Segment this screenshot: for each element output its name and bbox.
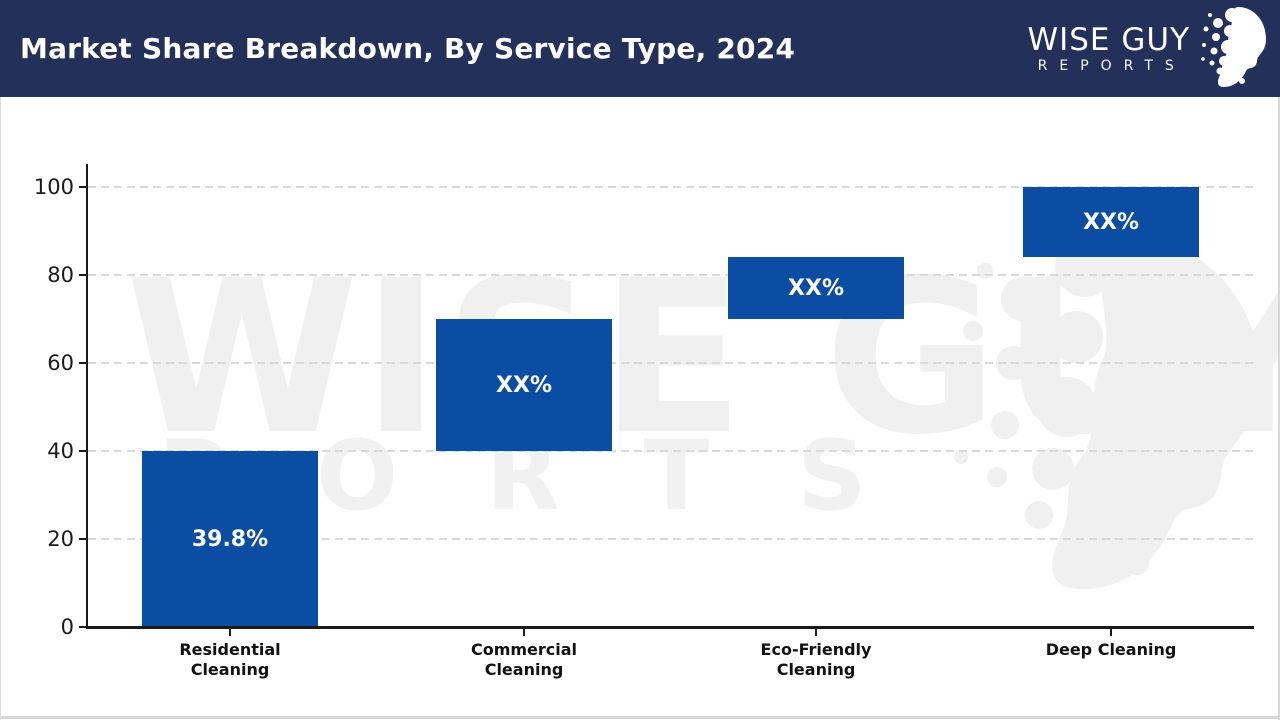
bar-value-label: XX% <box>788 275 844 301</box>
x-tick-mark <box>815 629 817 636</box>
gridline <box>88 274 1253 276</box>
page-bottom-border <box>0 716 1280 719</box>
gridline <box>88 538 1253 540</box>
page-right-border <box>1278 97 1280 720</box>
y-tick-label: 40 <box>47 439 74 463</box>
wiseguy-logo: WISE GUY REPORTS <box>1027 1 1268 97</box>
logo-wiseguy-label: WISE GUY <box>1027 21 1190 58</box>
chart-title: Market Share Breakdown, By Service Type,… <box>20 32 796 65</box>
x-tick-mark <box>229 629 231 636</box>
header-band: Market Share Breakdown, By Service Type,… <box>0 0 1280 97</box>
bar-4: XX% <box>1023 187 1199 258</box>
y-tick-mark <box>79 450 87 452</box>
y-tick-label: 0 <box>60 615 74 639</box>
gridline <box>88 450 1253 452</box>
y-tick-label: 100 <box>33 175 74 199</box>
y-tick-mark <box>79 186 87 188</box>
bar-1: 39.8% <box>142 451 318 627</box>
y-tick-mark <box>79 274 87 276</box>
bar-value-label: 39.8% <box>191 526 269 552</box>
bar-value-label: XX% <box>496 372 552 398</box>
y-tick-label: 80 <box>47 263 74 287</box>
wiseguy-face-icon <box>1176 1 1268 97</box>
wiseguy-logo-text: WISE GUY REPORTS <box>1027 21 1190 74</box>
bar-value-label: XX% <box>1083 209 1139 235</box>
bar-2: XX% <box>436 319 612 451</box>
x-axis-line <box>86 626 1254 629</box>
x-tick-mark <box>1110 629 1112 636</box>
y-tick-mark <box>79 362 87 364</box>
x-tick-mark <box>523 629 525 636</box>
page-left-border <box>0 97 1 720</box>
watermark-face-graphic <box>855 215 1275 599</box>
category-label: Residential Cleaning <box>179 640 281 679</box>
category-label: Deep Cleaning <box>1045 640 1177 659</box>
bar-3: XX% <box>728 257 904 319</box>
logo-reports-label: REPORTS <box>1037 57 1186 74</box>
y-axis-line <box>86 164 88 629</box>
gridline <box>88 362 1253 364</box>
y-tick-mark <box>79 538 87 540</box>
y-tick-label: 20 <box>47 527 74 551</box>
y-tick-label: 60 <box>47 351 74 375</box>
category-label: Eco-Friendly Cleaning <box>760 640 872 679</box>
category-label: Commercial Cleaning <box>470 640 578 679</box>
gridline <box>88 186 1253 188</box>
y-tick-mark <box>79 626 87 628</box>
